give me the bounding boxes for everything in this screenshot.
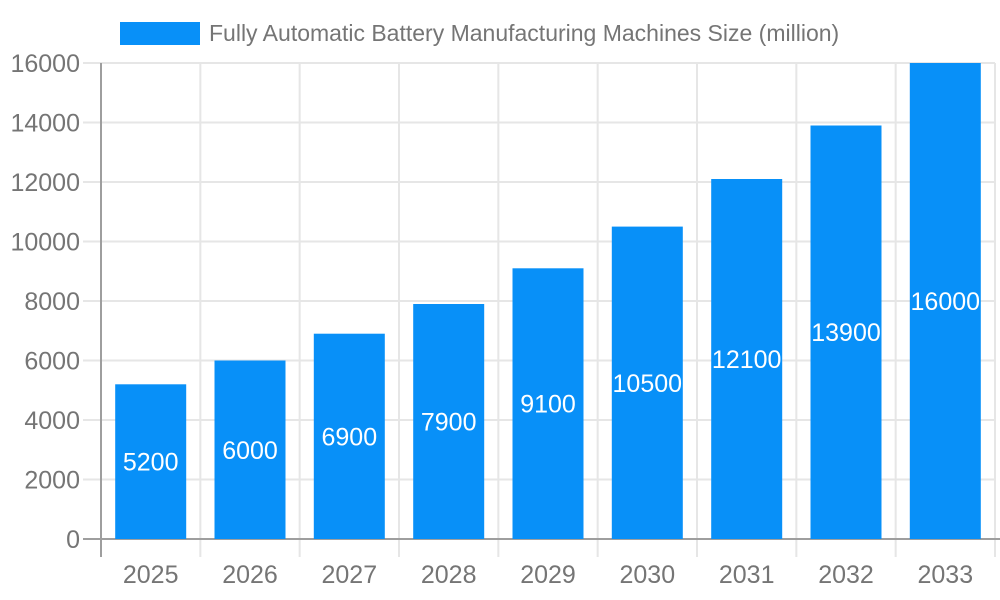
- bar: [115, 384, 187, 539]
- x-tick-label: 2033: [917, 561, 973, 589]
- y-tick-label: 0: [66, 526, 80, 554]
- bar: [611, 226, 683, 539]
- bar: [810, 125, 882, 539]
- bar-value-label: 16000: [911, 288, 981, 316]
- y-tick-label: 16000: [10, 50, 80, 78]
- bar: [909, 63, 981, 539]
- y-tick-label: 10000: [10, 229, 80, 257]
- bar: [413, 304, 485, 539]
- y-tick-label: 14000: [10, 110, 80, 138]
- y-tick-label: 8000: [24, 288, 80, 316]
- x-tick-label: 2032: [818, 561, 874, 589]
- bar-value-label: 12100: [712, 346, 782, 374]
- x-tick-label: 2026: [222, 561, 278, 589]
- y-tick-label: 2000: [24, 467, 80, 495]
- bar: [512, 268, 584, 539]
- x-tick-label: 2030: [619, 561, 675, 589]
- y-tick-label: 6000: [24, 348, 80, 376]
- x-tick-label: 2027: [321, 561, 377, 589]
- x-tick-label: 2031: [719, 561, 775, 589]
- bar-value-label: 5200: [123, 449, 179, 477]
- bar: [313, 333, 385, 539]
- bar-value-label: 7900: [421, 409, 477, 437]
- bar: [711, 179, 783, 539]
- bar-value-label: 10500: [613, 370, 683, 398]
- x-tick-label: 2028: [421, 561, 477, 589]
- legend-label: Fully Automatic Battery Manufacturing Ma…: [209, 20, 840, 46]
- x-tick-label: 2025: [123, 561, 179, 589]
- bar-value-label: 9100: [520, 391, 576, 419]
- y-tick-label: 4000: [24, 407, 80, 435]
- legend-swatch: [120, 22, 200, 45]
- chart-legend: Fully Automatic Battery Manufacturing Ma…: [120, 20, 839, 47]
- bar-value-label: 6000: [222, 437, 278, 465]
- bar: [214, 360, 286, 539]
- bar-value-label: 13900: [811, 319, 881, 347]
- bar-value-label: 6900: [321, 423, 377, 451]
- x-tick-label: 2029: [520, 561, 576, 589]
- y-tick-label: 12000: [10, 169, 80, 197]
